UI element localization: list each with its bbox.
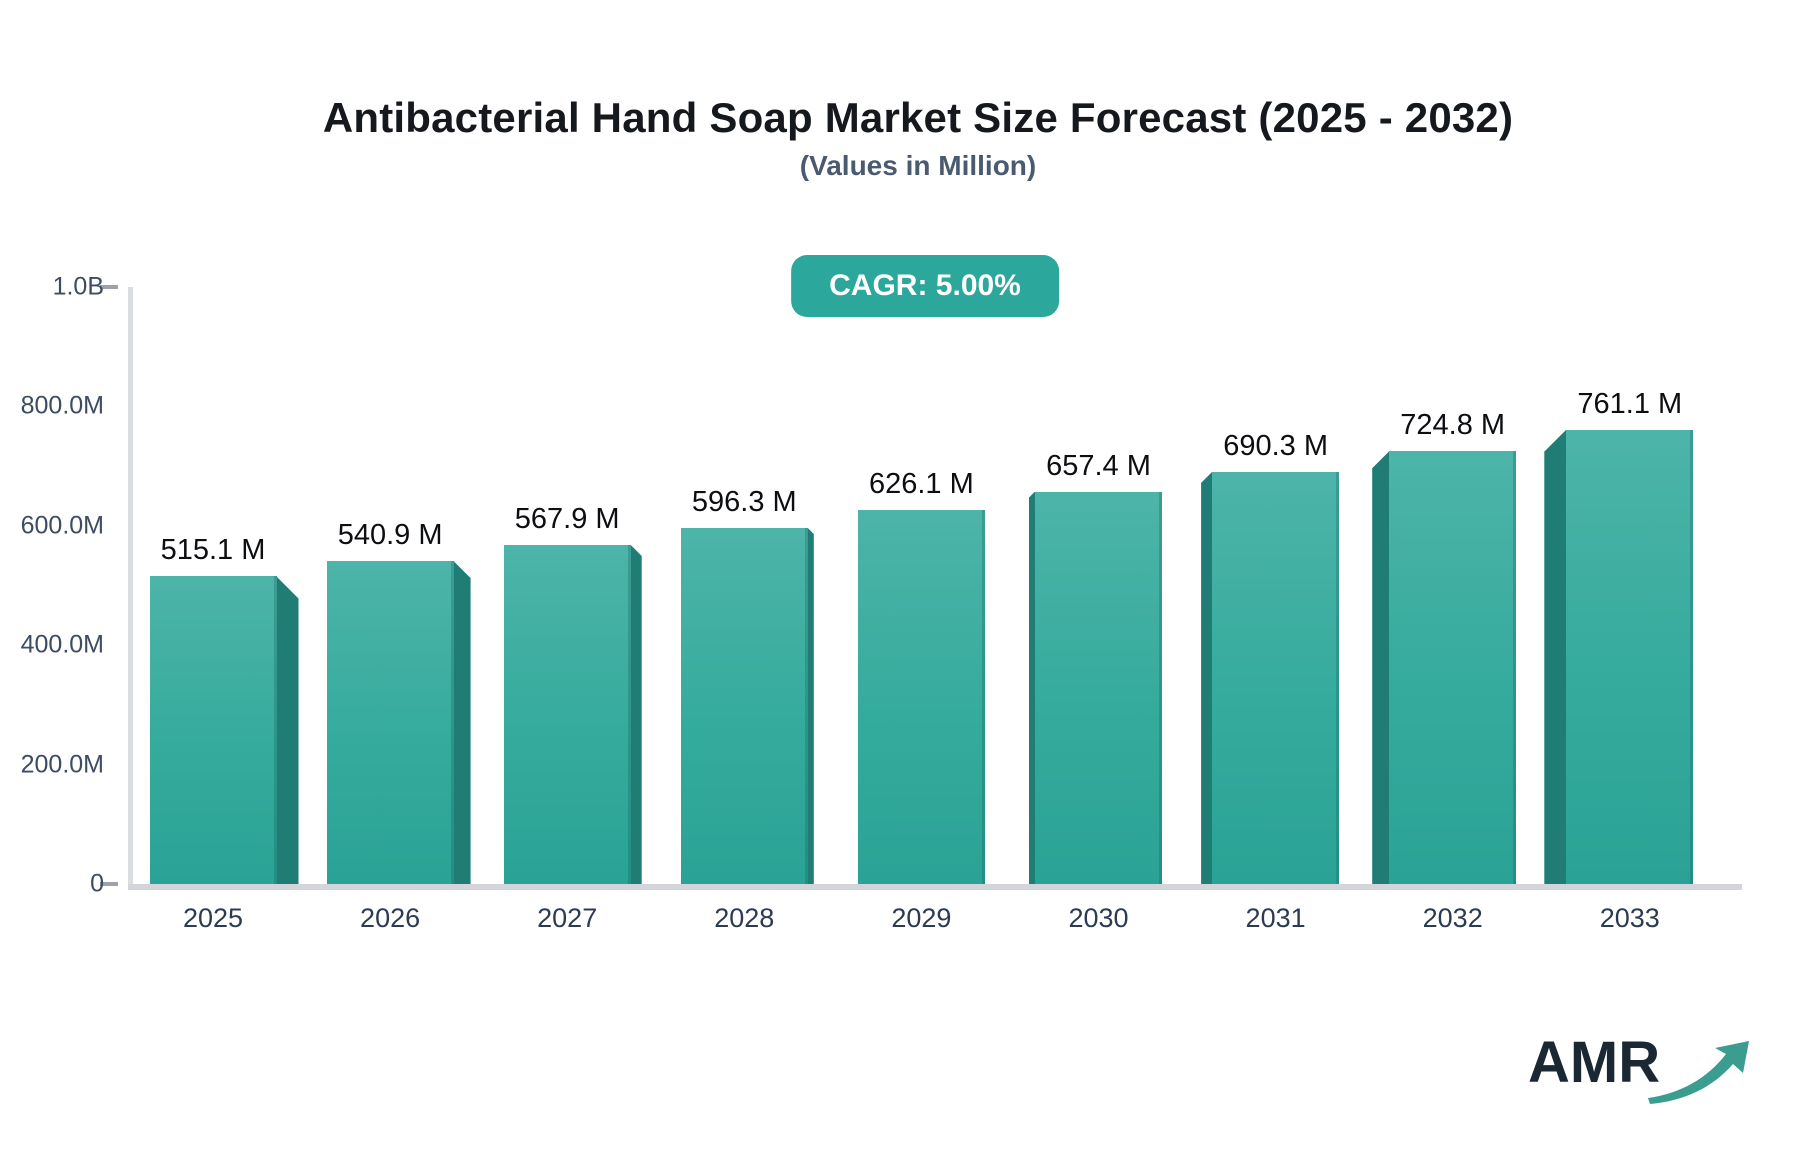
x-axis-label-2025: 2025 xyxy=(182,903,244,933)
amr-logo: AMR xyxy=(1528,1034,1756,1106)
x-axis-label-2029: 2029 xyxy=(891,903,952,933)
bar-side-face-2032 xyxy=(1372,451,1390,884)
bar-value-label-2029: 626.1 M xyxy=(868,468,974,501)
bar-side-face-2033 xyxy=(1544,429,1567,884)
bar-2028[interactable] xyxy=(680,528,808,884)
bar-2027[interactable] xyxy=(503,544,631,884)
bar-side-face-2026 xyxy=(453,561,471,884)
y-axis-tick-1b xyxy=(100,285,118,289)
bar-value-label-2031: 690.3 M xyxy=(1223,429,1328,462)
bar-value-label-2027: 567.9 M xyxy=(514,502,620,535)
amr-logo-text: AMR xyxy=(1528,1030,1661,1095)
bar-value-label-2030: 657.4 M xyxy=(1046,449,1151,482)
bar-value-label-2028: 596.3 M xyxy=(691,486,797,518)
bar-side-face-2025 xyxy=(276,576,299,884)
bar-value-label-2032: 724.8 M xyxy=(1400,409,1506,442)
bar-2029[interactable] xyxy=(857,510,985,884)
chart-subtitle: (Values in Million) xyxy=(799,150,1037,181)
y-axis-line xyxy=(128,287,133,890)
bar-value-label-2033: 761.1 M xyxy=(1577,387,1683,420)
y-axis-label-800.0m: 800.0M xyxy=(20,391,104,420)
chart-title: Antibacterial Hand Soap Market Size Fore… xyxy=(322,94,1514,141)
x-axis-label-2032: 2032 xyxy=(1422,903,1483,933)
y-axis-label-0: 0 xyxy=(90,869,104,898)
y-axis-label-600.0m: 600.0M xyxy=(20,511,104,540)
bar-side-face-2028 xyxy=(807,528,814,884)
bar-2032[interactable] xyxy=(1389,451,1517,884)
bar-value-label-2025: 515.1 M xyxy=(160,534,266,567)
bar-side-face-2030 xyxy=(1029,491,1035,884)
bar-2030[interactable] xyxy=(1035,491,1162,884)
bar-2026[interactable] xyxy=(326,561,454,884)
x-axis-label-2026: 2026 xyxy=(360,903,421,933)
cagr-badge: CAGR: 5.00% xyxy=(791,255,1059,317)
x-axis-baseline xyxy=(128,884,1742,890)
bar-side-face-2027 xyxy=(630,544,642,884)
y-axis-tick-0 xyxy=(100,882,118,886)
bar-value-label-2026: 540.9 M xyxy=(337,519,443,552)
x-axis-label-2027: 2027 xyxy=(537,903,598,933)
x-axis-label-2030: 2030 xyxy=(1068,903,1129,933)
bar-2031[interactable] xyxy=(1212,471,1340,884)
y-axis-label-200.0m: 200.0M xyxy=(20,750,104,779)
y-axis-label-1.0b: 1.0B xyxy=(52,272,104,301)
bar-side-face-2031 xyxy=(1201,471,1213,884)
bar-2033[interactable] xyxy=(1566,429,1694,884)
y-axis-label-400.0m: 400.0M xyxy=(20,630,104,659)
x-axis-label-2028: 2028 xyxy=(714,903,775,933)
bar-2025[interactable] xyxy=(149,576,277,884)
x-axis-label-2033: 2033 xyxy=(1599,903,1660,933)
x-axis-label-2031: 2031 xyxy=(1245,903,1306,933)
growth-arrow-icon xyxy=(1648,1041,1750,1104)
